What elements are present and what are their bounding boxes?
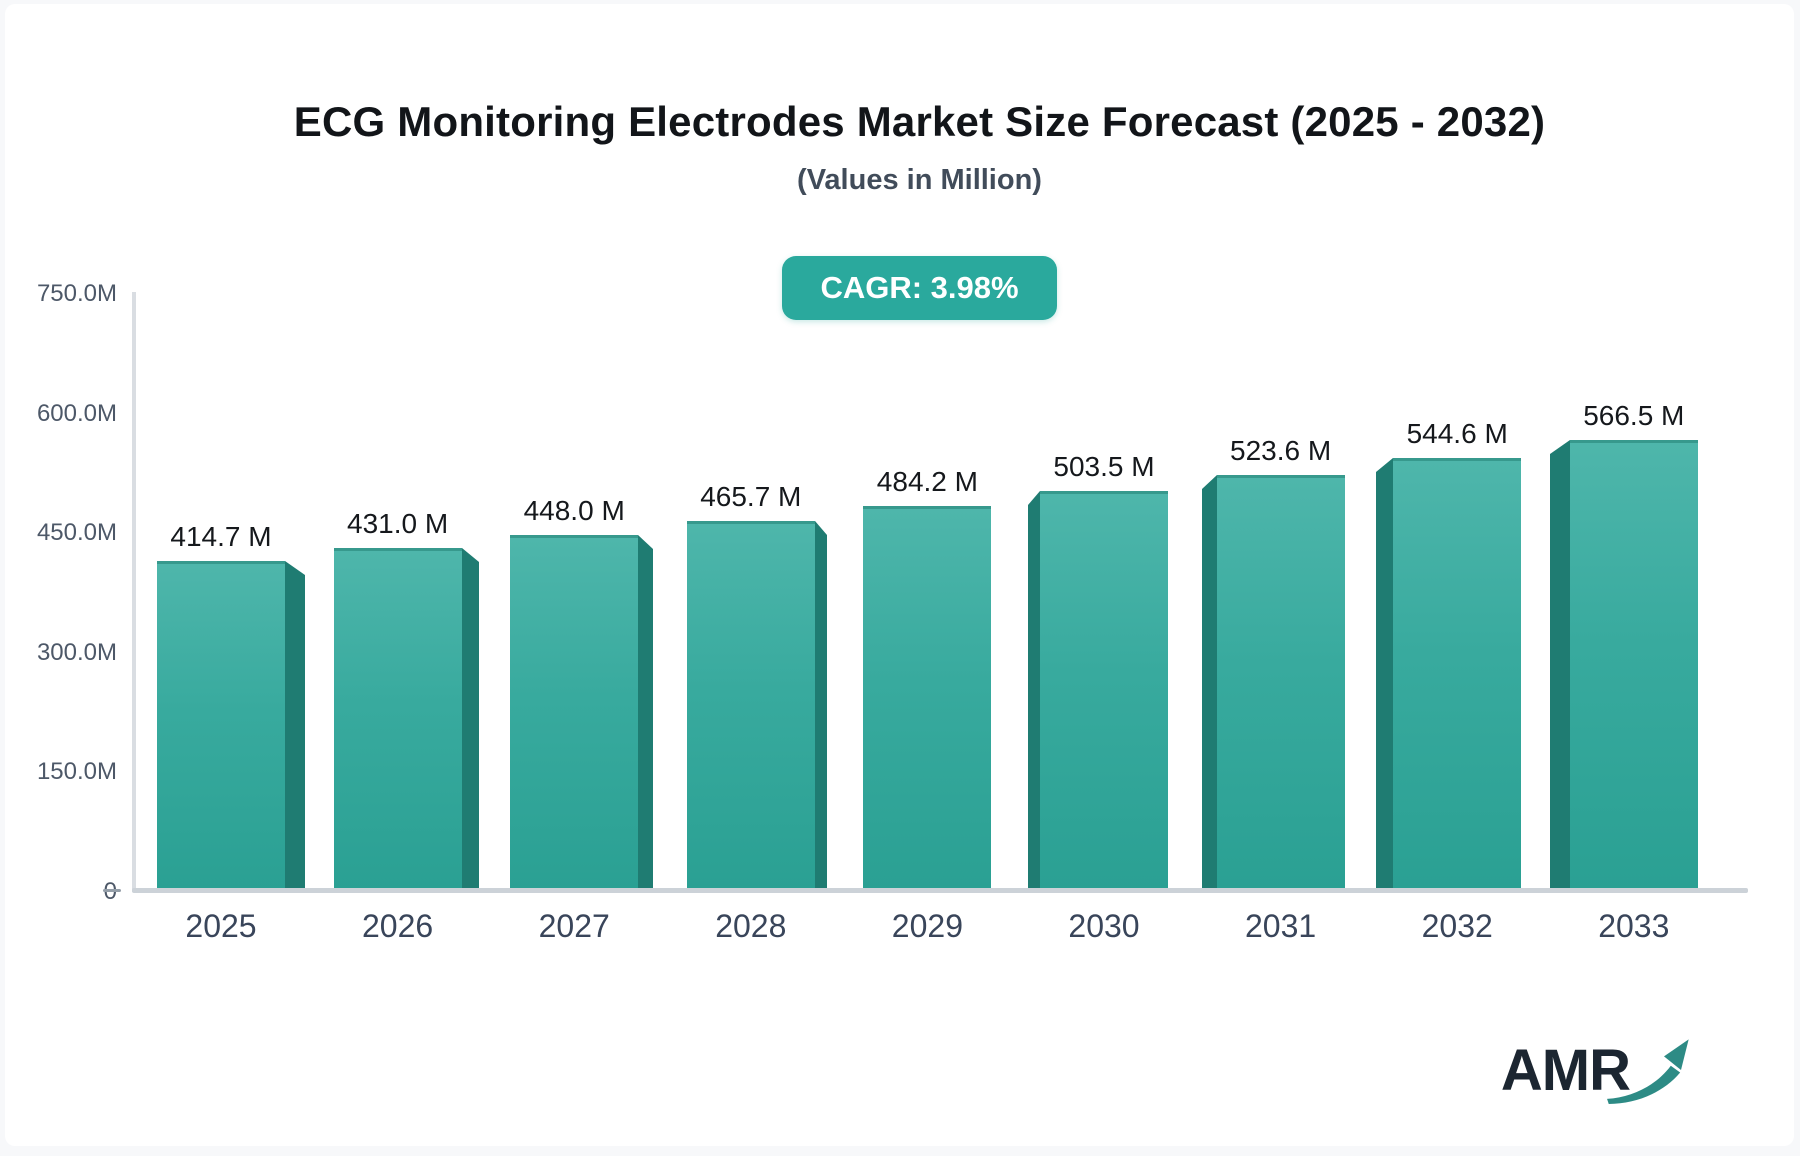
bar-value-label: 431.0 M <box>347 508 449 540</box>
bar-side-face <box>814 520 827 892</box>
x-axis-tick-label: 2030 <box>1068 908 1140 944</box>
bar-side-face <box>1376 457 1394 892</box>
growth-arrow-icon <box>1607 1039 1689 1104</box>
bar-front-face <box>157 561 285 893</box>
bar-2033[interactable] <box>1549 440 1698 893</box>
x-axis-tick-label: 2029 <box>891 908 963 944</box>
bar-2028[interactable] <box>686 520 827 892</box>
amr-logo-text: AMR <box>1500 1038 1631 1103</box>
cagr-badge-row: CAGR: 3.98% <box>45 256 1794 320</box>
amr-logo: AMR <box>1500 1032 1690 1104</box>
bar-2026[interactable] <box>333 548 479 893</box>
bar-side-face <box>461 548 479 893</box>
chart-card: ECG Monitoring Electrodes Market Size Fo… <box>5 4 1794 1146</box>
x-axis-tick-label: 2028 <box>715 908 787 944</box>
bar-front-face <box>333 548 462 893</box>
y-axis-tick-label: 750.0M <box>36 280 117 307</box>
bar-value-label: 544.6 M <box>1406 417 1508 449</box>
bar-value-label: 566.5 M <box>1583 400 1685 432</box>
bar-side-face <box>1028 490 1040 892</box>
bar-front-face <box>1569 440 1698 893</box>
bar-value-label: 414.7 M <box>170 521 272 553</box>
y-axis-line <box>132 292 136 892</box>
y-axis-tick-label: 300.0M <box>36 638 117 666</box>
bar-value-label: 448.0 M <box>523 494 625 526</box>
bar-2029[interactable] <box>863 505 992 892</box>
x-axis-tick-label: 2025 <box>185 908 257 944</box>
bar-front-face <box>510 534 639 892</box>
x-axis-tick-label: 2031 <box>1245 908 1317 944</box>
bar-2025[interactable] <box>157 561 305 893</box>
bar-front-face <box>1040 490 1168 892</box>
x-axis-tick-label: 2027 <box>538 908 610 944</box>
cagr-badge: CAGR: 3.98% <box>782 256 1057 320</box>
bar-value-label: 503.5 M <box>1053 450 1155 482</box>
bar-2032[interactable] <box>1376 457 1522 892</box>
x-axis-line <box>132 888 1748 893</box>
bar-value-label: 484.2 M <box>876 465 978 497</box>
bar-2030[interactable] <box>1028 490 1168 892</box>
x-axis-tick-label: 2026 <box>362 908 434 944</box>
bar-chart-plot: 750.0M 600.0M 450.0M 300.0M 150.0M 0 414.7 M 20… <box>5 4 1794 1146</box>
bar-value-label: 523.6 M <box>1230 434 1332 466</box>
bar-front-face <box>1393 457 1522 892</box>
y-axis-tick-label: 600.0M <box>36 399 117 427</box>
bar-side-face <box>1201 474 1217 892</box>
bar-front-face <box>863 505 992 892</box>
chart-subtitle: (Values in Million) <box>797 164 1042 196</box>
bar-side-face <box>638 534 654 892</box>
bar-side-face <box>285 561 305 893</box>
bar-2027[interactable] <box>510 534 654 892</box>
y-axis-tick-label: 0 <box>5 878 117 906</box>
chart-title: ECG Monitoring Electrodes Market Size Fo… <box>293 98 1546 145</box>
y-axis-tick-label: 450.0M <box>36 519 117 547</box>
x-axis-tick-label: 2032 <box>1421 908 1493 944</box>
bar-side-face <box>1549 440 1570 893</box>
bar-front-face <box>1216 474 1345 892</box>
bar-front-face <box>686 520 815 892</box>
bar-value-label: 465.7 M <box>700 480 802 512</box>
x-axis-tick-label: 2033 <box>1598 908 1670 944</box>
y-axis-tick-label: 150.0M <box>36 758 117 786</box>
bar-2031[interactable] <box>1201 474 1345 892</box>
zero-tick-mark <box>103 889 121 892</box>
